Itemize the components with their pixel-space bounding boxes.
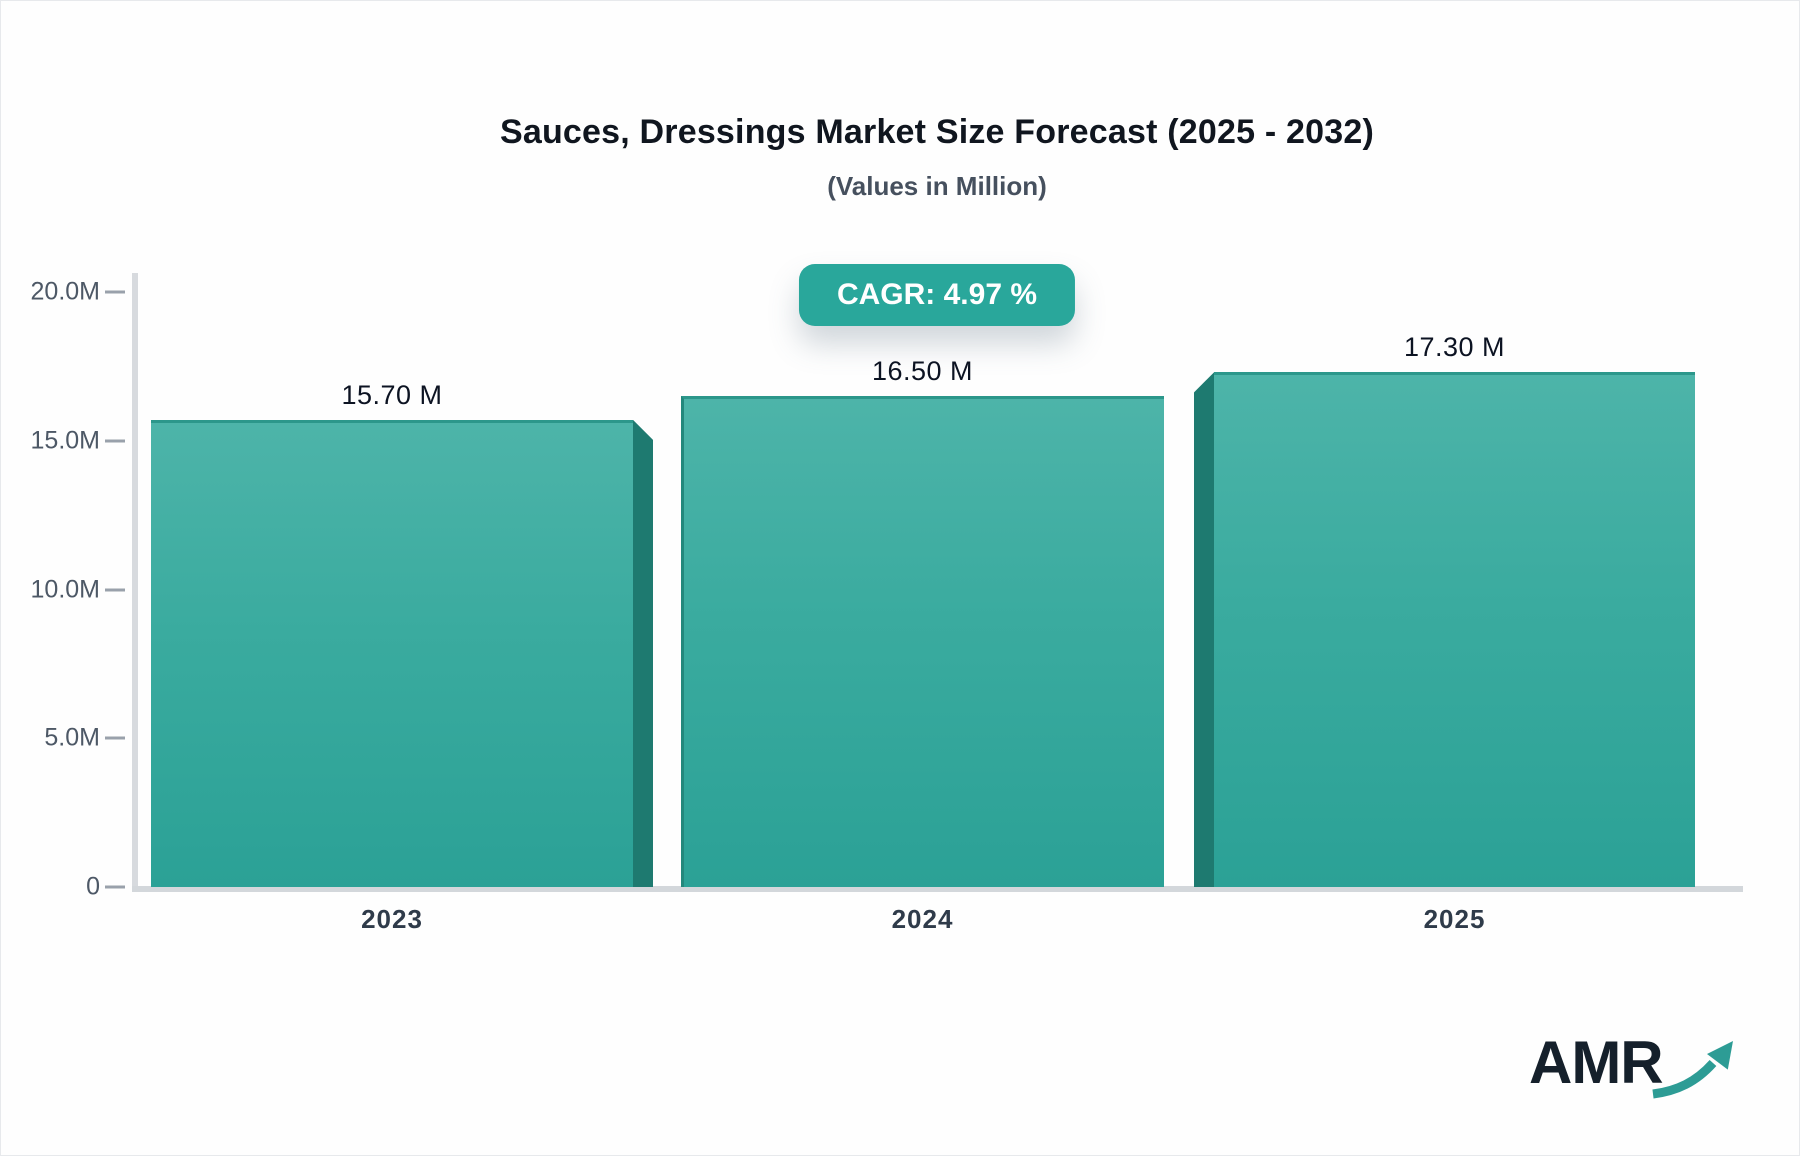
y-tick-mark xyxy=(105,588,125,591)
y-tick-mark xyxy=(105,290,125,294)
y-tick-mark xyxy=(105,885,125,889)
bar-value-label: 15.70 M xyxy=(341,379,443,410)
x-tick-label: 2023 xyxy=(361,904,423,934)
bar-value-label: 16.50 M xyxy=(871,356,974,387)
amr-logo: AMR xyxy=(1529,1033,1741,1101)
x-axis-line xyxy=(132,886,1743,892)
x-tick-label: 2024 xyxy=(891,904,954,934)
x-tick-label: 2025 xyxy=(1423,904,1486,934)
bar-3d-side xyxy=(1194,372,1214,887)
chart-title: Sauces, Dressings Market Size Forecast (… xyxy=(499,113,1375,151)
y-tick-label: 10.0M xyxy=(30,575,100,603)
bar-value-label: 17.30 M xyxy=(1403,332,1506,363)
bar-3d-side xyxy=(633,419,653,887)
y-tick-label: 15.0M xyxy=(30,426,100,455)
y-tick-mark xyxy=(105,736,125,740)
bar-2024[interactable] xyxy=(681,396,1164,887)
chart-subtitle: (Values in Million) xyxy=(827,171,1047,201)
y-tick-mark xyxy=(105,439,125,443)
y-tick-label: 5.0M xyxy=(44,723,100,752)
cagr-badge: CAGR: 4.97 % xyxy=(798,264,1076,326)
y-tick-label: 0 xyxy=(86,872,100,901)
bar-2025[interactable] xyxy=(1214,372,1695,887)
growth-arrow-icon xyxy=(1652,1041,1733,1099)
bar-2023[interactable] xyxy=(151,419,633,887)
y-tick-label: 20.0M xyxy=(30,277,100,306)
amr-logo-text: AMR xyxy=(1529,1029,1664,1096)
y-axis-line xyxy=(132,273,138,891)
